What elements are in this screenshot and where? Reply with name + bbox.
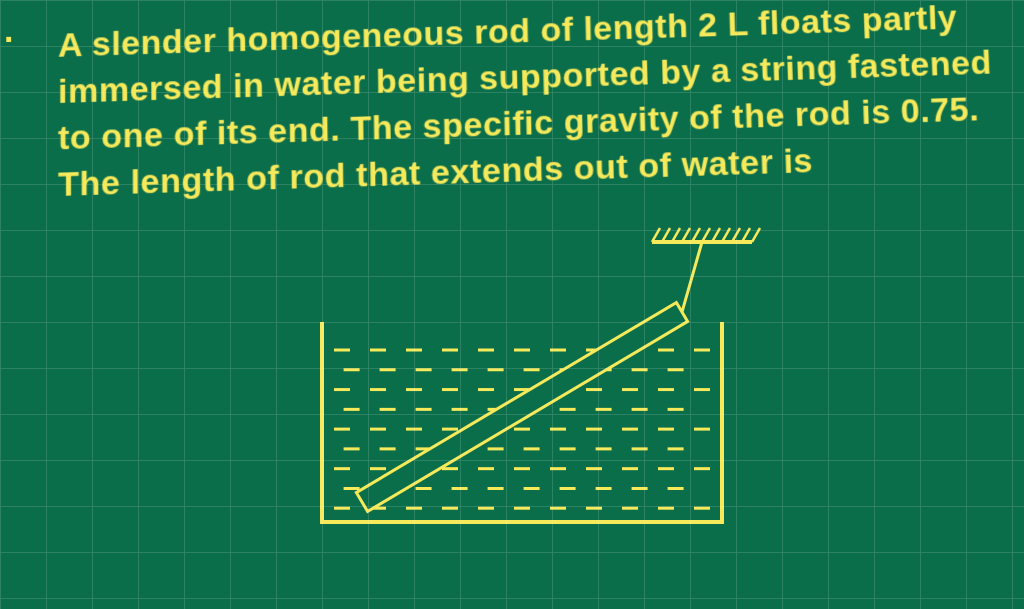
diagram-container bbox=[50, 212, 994, 532]
slide: . A slender homogeneous rod of length 2 … bbox=[0, 0, 1024, 609]
question-text: A slender homogeneous rod of length 2 L … bbox=[50, 0, 1001, 209]
question-number: . bbox=[4, 12, 13, 51]
physics-diagram bbox=[282, 212, 762, 532]
